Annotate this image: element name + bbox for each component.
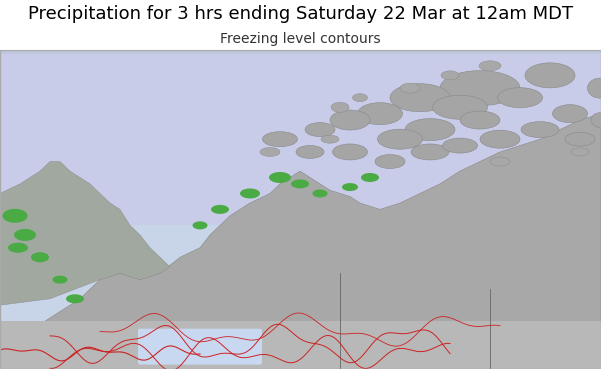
Ellipse shape	[263, 132, 297, 147]
Ellipse shape	[480, 130, 520, 148]
Ellipse shape	[31, 252, 49, 262]
Polygon shape	[0, 114, 601, 369]
Ellipse shape	[479, 61, 501, 71]
Ellipse shape	[571, 148, 589, 156]
Ellipse shape	[192, 221, 207, 230]
Ellipse shape	[269, 172, 291, 183]
Ellipse shape	[411, 144, 449, 160]
Ellipse shape	[498, 88, 543, 108]
Ellipse shape	[377, 129, 423, 149]
Ellipse shape	[390, 84, 450, 112]
Text: Freezing level contours: Freezing level contours	[220, 32, 381, 46]
Polygon shape	[0, 162, 170, 305]
Ellipse shape	[460, 111, 500, 129]
Ellipse shape	[440, 70, 520, 106]
Bar	[0, 50, 601, 225]
Ellipse shape	[240, 189, 260, 199]
Ellipse shape	[405, 118, 455, 141]
Ellipse shape	[2, 209, 28, 223]
Bar	[0, 225, 601, 369]
Ellipse shape	[490, 157, 510, 166]
Bar	[0, 50, 601, 54]
Ellipse shape	[332, 144, 367, 160]
Ellipse shape	[330, 110, 370, 130]
Ellipse shape	[331, 102, 349, 112]
Ellipse shape	[375, 155, 405, 169]
Ellipse shape	[14, 229, 36, 241]
Ellipse shape	[52, 276, 67, 284]
Ellipse shape	[433, 95, 487, 119]
FancyBboxPatch shape	[138, 329, 262, 365]
Ellipse shape	[305, 123, 335, 137]
Ellipse shape	[441, 71, 459, 80]
Ellipse shape	[211, 205, 229, 214]
Ellipse shape	[321, 135, 339, 143]
Ellipse shape	[525, 63, 575, 88]
Ellipse shape	[260, 148, 280, 156]
Ellipse shape	[358, 103, 403, 125]
Ellipse shape	[565, 132, 595, 146]
Bar	[0, 321, 601, 369]
Bar	[0, 50, 601, 53]
Ellipse shape	[8, 243, 28, 253]
Ellipse shape	[400, 83, 420, 93]
Ellipse shape	[588, 78, 601, 98]
Ellipse shape	[442, 138, 478, 153]
Text: Precipitation for 3 hrs ending Saturday 22 Mar at 12am MDT: Precipitation for 3 hrs ending Saturday …	[28, 5, 573, 23]
Ellipse shape	[66, 294, 84, 303]
Ellipse shape	[296, 145, 324, 158]
Ellipse shape	[353, 94, 367, 102]
Ellipse shape	[291, 179, 309, 188]
Ellipse shape	[591, 113, 601, 128]
Ellipse shape	[521, 122, 559, 138]
Ellipse shape	[342, 183, 358, 191]
Ellipse shape	[552, 105, 588, 123]
Ellipse shape	[361, 173, 379, 182]
Ellipse shape	[313, 189, 328, 197]
